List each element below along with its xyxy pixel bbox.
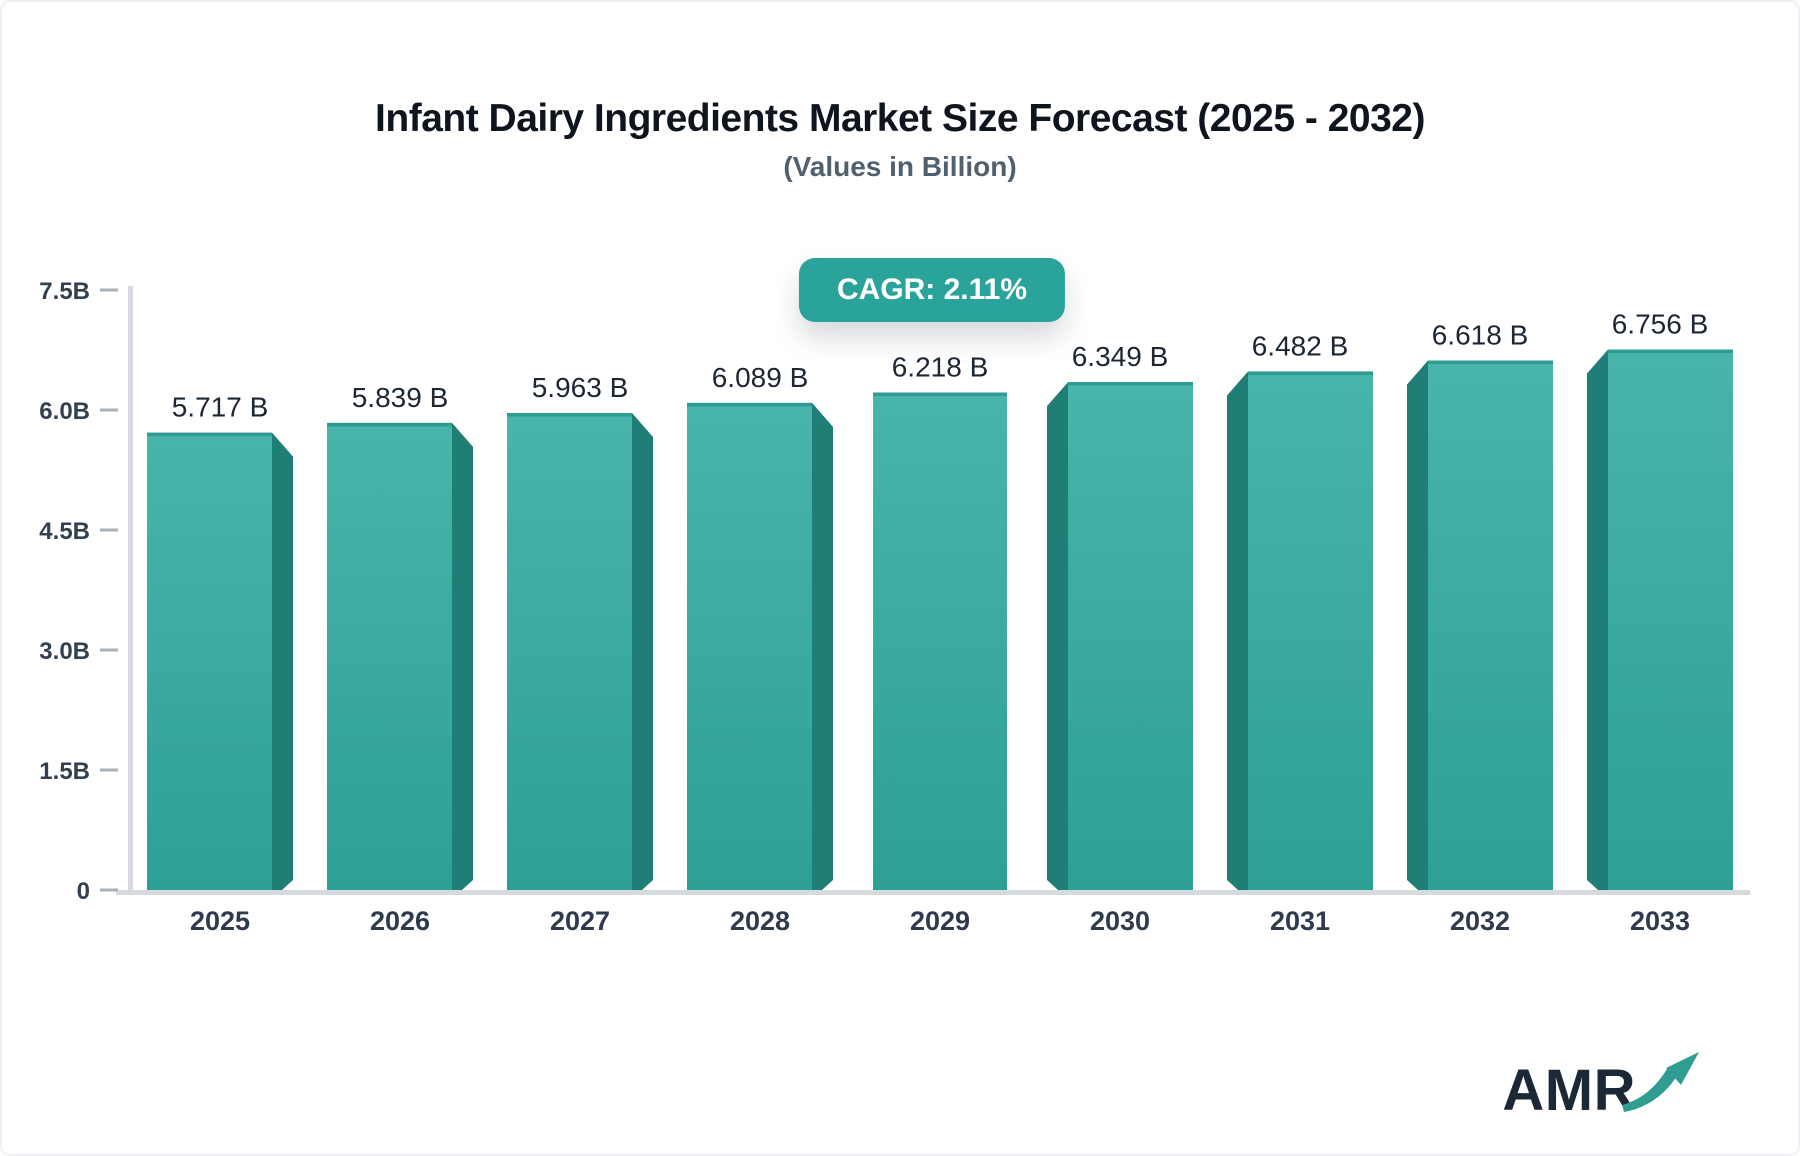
x-tick-label: 2033 [1630,906,1690,936]
trend-up-arrow-icon [1622,1052,1699,1112]
bar-top-edge [147,432,272,437]
y-tick-label: 7.5B [39,278,90,305]
y-tick-label: 1.5B [39,758,90,785]
y-tick-dash [100,408,118,412]
bar-top-edge [1428,360,1553,365]
bar-top-edge [1068,382,1193,386]
y-tick-label: 0 [77,878,90,905]
bar-2027 [507,412,632,890]
bar-2033 [1608,349,1733,890]
bar-2032 [1428,360,1553,890]
bar-top-edge [687,402,812,407]
x-tick-label: 2030 [1090,906,1150,936]
bar-value-label: 6.618 B [1432,320,1529,351]
x-tick-label: 2028 [730,906,790,936]
bar-value-label: 6.349 B [1072,341,1169,372]
bar-side [1047,382,1068,890]
bar-value-label: 5.717 B [172,392,269,423]
bar-value-label: 5.839 B [352,382,449,413]
chart-subtitle: (Values in Billion) [783,151,1017,182]
bar-value-label: 6.089 B [712,362,809,393]
y-axis-line [128,286,133,895]
bar-top-edge [873,392,1007,397]
x-tick-label: 2027 [550,906,610,936]
bar-side [272,432,293,890]
y-tick-dash [100,648,118,652]
bar-2025 [147,432,272,890]
y-tick-dash [100,888,118,892]
x-tick-label: 2031 [1270,906,1330,936]
bar-top-edge [1248,371,1373,375]
amr-logo: AMR [1502,1050,1700,1120]
x-tick-label: 2029 [910,906,970,936]
chart-title: Infant Dairy Ingredients Market Size For… [375,97,1425,140]
x-tick-label: 2025 [190,906,250,936]
x-axis-line [116,890,1750,895]
bar-top-edge [327,422,452,427]
bar-2030 [1068,382,1193,890]
y-tick-dash [100,288,118,292]
bar-2031 [1248,371,1373,890]
bar-2029 [873,392,1007,890]
bar-top-edge [507,412,632,417]
bar-side [1407,360,1428,890]
bar-side [1587,349,1608,890]
bar-2026 [327,422,452,890]
cagr-badge: CAGR: 2.11% [798,258,1066,322]
bar-value-label: 6.218 B [892,352,989,383]
bar-top-edge [1608,349,1733,354]
amr-logo-text: AMR [1502,1058,1636,1123]
bar-side [632,412,653,890]
bar-value-label: 6.482 B [1252,330,1349,361]
bar-2028 [687,402,812,890]
bar-value-label: 6.756 B [1612,309,1709,340]
x-tick-label: 2026 [370,906,430,936]
y-tick-label: 6.0B [39,398,90,425]
y-tick-label: 3.0B [39,638,90,665]
bar-side [812,402,833,890]
y-tick-label: 4.5B [39,518,90,545]
y-tick-dash [100,768,118,772]
y-tick-dash [100,528,118,532]
bar-side [452,422,473,890]
bar-value-label: 5.963 B [532,372,629,403]
bar-side [1227,371,1248,890]
x-tick-label: 2032 [1450,906,1510,936]
